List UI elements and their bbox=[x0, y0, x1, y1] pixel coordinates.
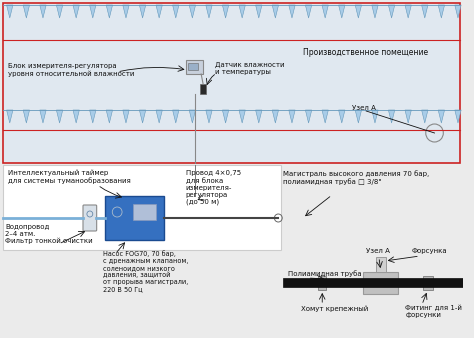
Text: Насос FOG70, 70 бар,
с дренажным клапаном,
соленоидом низкого
давления, защитой
: Насос FOG70, 70 бар, с дренажным клапано… bbox=[102, 250, 188, 292]
Text: Водопровод
2–4 атм.: Водопровод 2–4 атм. bbox=[5, 224, 49, 237]
Polygon shape bbox=[438, 110, 445, 123]
Text: Производственное помещение: Производственное помещение bbox=[303, 48, 428, 57]
Polygon shape bbox=[372, 5, 378, 18]
Polygon shape bbox=[123, 5, 129, 18]
Text: Узел А: Узел А bbox=[366, 248, 390, 254]
FancyBboxPatch shape bbox=[319, 276, 326, 290]
Polygon shape bbox=[206, 5, 212, 18]
Polygon shape bbox=[123, 110, 129, 123]
Polygon shape bbox=[322, 5, 328, 18]
FancyBboxPatch shape bbox=[133, 204, 156, 220]
Polygon shape bbox=[106, 110, 112, 123]
Polygon shape bbox=[338, 110, 345, 123]
Text: Форсунка: Форсунка bbox=[412, 248, 448, 254]
Polygon shape bbox=[289, 5, 295, 18]
Polygon shape bbox=[421, 110, 428, 123]
Polygon shape bbox=[156, 110, 162, 123]
Text: Блок измерителя-регулятора
уровня относительной влажности: Блок измерителя-регулятора уровня относи… bbox=[8, 63, 134, 77]
Polygon shape bbox=[139, 5, 146, 18]
Polygon shape bbox=[173, 5, 179, 18]
FancyBboxPatch shape bbox=[423, 276, 433, 290]
Polygon shape bbox=[23, 5, 29, 18]
Polygon shape bbox=[90, 5, 96, 18]
Polygon shape bbox=[255, 110, 262, 123]
Polygon shape bbox=[189, 110, 196, 123]
Text: Узел А: Узел А bbox=[352, 105, 375, 111]
Polygon shape bbox=[272, 5, 279, 18]
Polygon shape bbox=[7, 110, 13, 123]
FancyBboxPatch shape bbox=[363, 272, 399, 294]
Polygon shape bbox=[23, 110, 29, 123]
Polygon shape bbox=[322, 110, 328, 123]
Polygon shape bbox=[40, 5, 46, 18]
FancyBboxPatch shape bbox=[200, 84, 206, 94]
Text: Фитинг для 1-й
форсунки: Фитинг для 1-й форсунки bbox=[405, 305, 462, 318]
Polygon shape bbox=[56, 5, 63, 18]
Polygon shape bbox=[90, 110, 96, 123]
Polygon shape bbox=[206, 110, 212, 123]
FancyBboxPatch shape bbox=[3, 165, 281, 250]
Polygon shape bbox=[222, 5, 229, 18]
Polygon shape bbox=[239, 110, 246, 123]
Polygon shape bbox=[405, 110, 411, 123]
Polygon shape bbox=[239, 5, 246, 18]
Polygon shape bbox=[40, 110, 46, 123]
Polygon shape bbox=[388, 5, 395, 18]
FancyBboxPatch shape bbox=[3, 3, 460, 163]
Polygon shape bbox=[173, 110, 179, 123]
Polygon shape bbox=[338, 5, 345, 18]
Polygon shape bbox=[56, 110, 63, 123]
Polygon shape bbox=[189, 5, 196, 18]
Polygon shape bbox=[139, 110, 146, 123]
Polygon shape bbox=[355, 5, 362, 18]
Polygon shape bbox=[73, 110, 79, 123]
Polygon shape bbox=[305, 5, 312, 18]
Polygon shape bbox=[73, 5, 79, 18]
Polygon shape bbox=[255, 5, 262, 18]
FancyBboxPatch shape bbox=[83, 205, 97, 231]
Polygon shape bbox=[405, 5, 411, 18]
Text: Магистраль высокого давления 70 бар,
полиамидная труба □ 3/8": Магистраль высокого давления 70 бар, пол… bbox=[283, 170, 429, 185]
Text: Интеллектуальный таймер
для системы туманообразования: Интеллектуальный таймер для системы тума… bbox=[8, 170, 130, 185]
Polygon shape bbox=[421, 5, 428, 18]
Polygon shape bbox=[222, 110, 229, 123]
Text: Полиамидная труба: Полиамидная труба bbox=[288, 270, 362, 277]
Polygon shape bbox=[106, 5, 112, 18]
Polygon shape bbox=[7, 5, 13, 18]
Text: Хомут крепежный: Хомут крепежный bbox=[301, 305, 368, 312]
Polygon shape bbox=[289, 110, 295, 123]
Polygon shape bbox=[272, 110, 279, 123]
Polygon shape bbox=[455, 110, 461, 123]
FancyBboxPatch shape bbox=[185, 60, 203, 74]
Text: Фильтр тонкой очистки: Фильтр тонкой очистки bbox=[5, 238, 92, 244]
FancyBboxPatch shape bbox=[376, 257, 386, 272]
Polygon shape bbox=[355, 110, 362, 123]
FancyBboxPatch shape bbox=[189, 63, 198, 70]
Polygon shape bbox=[455, 5, 461, 18]
Polygon shape bbox=[156, 5, 162, 18]
FancyBboxPatch shape bbox=[105, 196, 164, 240]
Polygon shape bbox=[305, 110, 312, 123]
Polygon shape bbox=[438, 5, 445, 18]
Text: Провод 4×0,75
для блока
измерителя-
регулятора
(до 50 м): Провод 4×0,75 для блока измерителя- регу… bbox=[185, 170, 241, 206]
Text: Датчик влажности
и температуры: Датчик влажности и температуры bbox=[215, 62, 284, 75]
Polygon shape bbox=[388, 110, 395, 123]
Polygon shape bbox=[372, 110, 378, 123]
